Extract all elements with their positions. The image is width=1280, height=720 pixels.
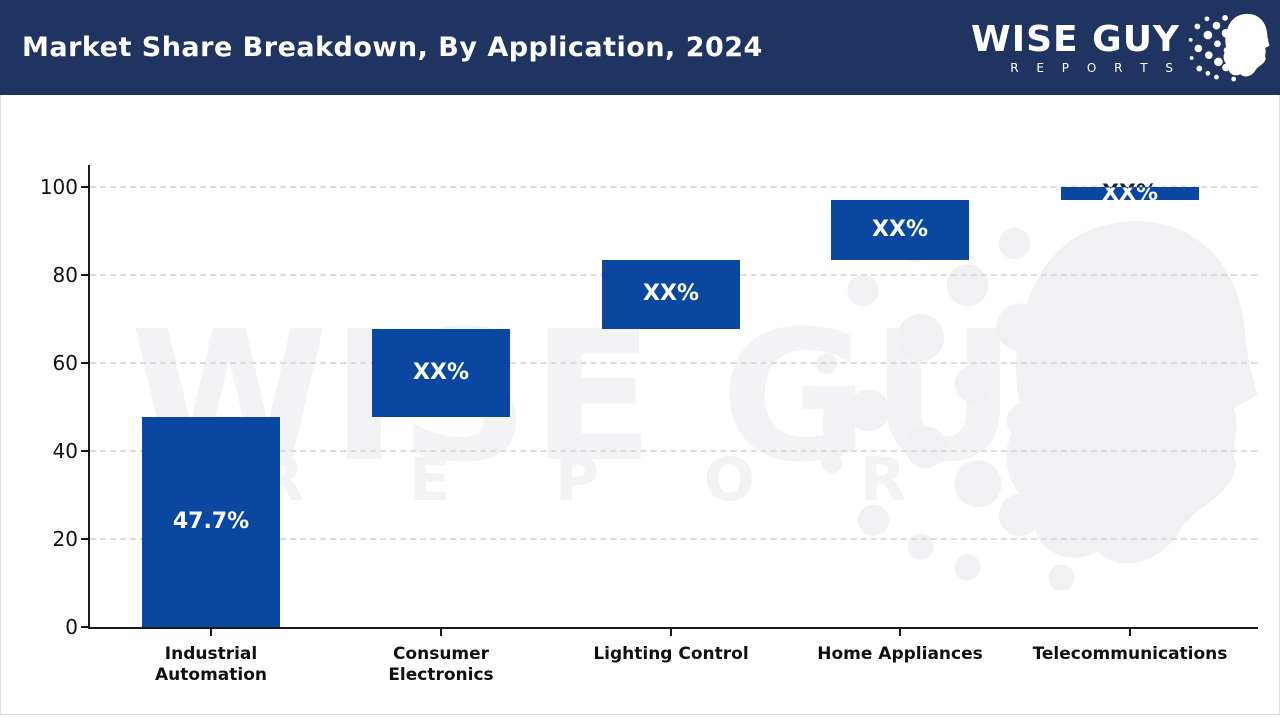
gridline-20: [90, 538, 1257, 540]
x-tick-mark-3: [899, 629, 901, 636]
y-axis-line: [88, 165, 90, 628]
x-category-label-2: Lighting Control: [593, 644, 749, 664]
bar-value-label-2: XX%: [643, 281, 699, 307]
page-title: Market Share Breakdown, By Application, …: [22, 32, 763, 63]
header-bar: Market Share Breakdown, By Application, …: [0, 0, 1280, 95]
x-tick-mark-4: [1129, 629, 1131, 636]
y-tick-mark-40: [81, 450, 88, 452]
y-tick-label-0: 0: [65, 615, 78, 639]
brand-logo: WISE GUY R E P O R T S: [971, 7, 1270, 89]
x-category-label-1: Consumer Electronics: [388, 644, 494, 685]
x-tick-mark-1: [440, 629, 442, 636]
brand-logo-text: WISE GUY R E P O R T S: [970, 19, 1180, 76]
bar-value-label-1: XX%: [413, 360, 469, 386]
bar-4: [1061, 187, 1199, 201]
watermark-head-icon: [816, 221, 1258, 591]
x-tick-mark-0: [210, 629, 212, 636]
x-axis-line: [88, 627, 1258, 629]
brand-subtitle: R E P O R T S: [1010, 61, 1180, 75]
x-category-label-3: Home Appliances: [817, 644, 983, 664]
y-tick-mark-100: [81, 186, 88, 188]
y-tick-mark-60: [81, 362, 88, 364]
y-tick-label-20: 20: [52, 527, 78, 551]
gridline-60: [90, 362, 1257, 364]
y-tick-mark-0: [81, 626, 88, 628]
gridline-100: [90, 186, 1257, 188]
bar-value-label-0: 47.7%: [172, 509, 250, 535]
bar-0: [142, 417, 280, 627]
y-tick-mark-80: [81, 274, 88, 276]
x-category-label-4: Telecommunications: [1032, 644, 1228, 664]
bar-value-label-4: XX%: [1061, 180, 1199, 208]
y-tick-label-60: 60: [52, 351, 78, 375]
bar-1: [372, 329, 510, 418]
bar-3: [831, 200, 969, 260]
y-tick-label-100: 100: [39, 175, 78, 199]
brand-name: WISE GUY: [970, 19, 1180, 60]
brand-head-icon: [1188, 13, 1270, 82]
y-tick-label-40: 40: [52, 439, 78, 463]
y-tick-mark-20: [81, 538, 88, 540]
gridline-40: [90, 450, 1257, 452]
x-tick-mark-2: [670, 629, 672, 636]
x-category-label-0: Industrial Automation: [155, 644, 267, 685]
y-tick-label-80: 80: [52, 263, 78, 287]
bar-2: [602, 259, 740, 330]
bar-value-label-3: XX%: [872, 216, 928, 242]
